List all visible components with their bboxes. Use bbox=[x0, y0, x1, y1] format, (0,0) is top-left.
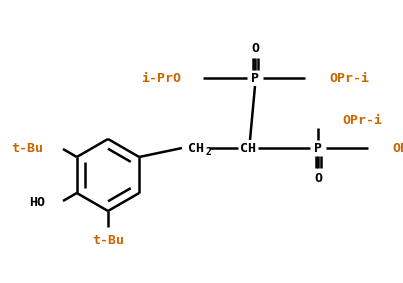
Text: OPr-i: OPr-i bbox=[342, 113, 382, 127]
Text: CH: CH bbox=[240, 142, 256, 155]
Text: O: O bbox=[314, 171, 322, 185]
Text: OPr-i: OPr-i bbox=[329, 72, 369, 85]
Text: i-PrO: i-PrO bbox=[141, 72, 181, 85]
Text: HO: HO bbox=[29, 196, 45, 209]
Text: O: O bbox=[251, 42, 259, 55]
Text: t-Bu: t-Bu bbox=[11, 142, 43, 155]
Text: P: P bbox=[314, 142, 322, 155]
Text: CH: CH bbox=[188, 142, 204, 155]
Text: t-Bu: t-Bu bbox=[92, 235, 124, 248]
Text: 2: 2 bbox=[205, 147, 211, 157]
Text: OPr-i: OPr-i bbox=[392, 142, 403, 155]
Text: P: P bbox=[251, 72, 259, 85]
